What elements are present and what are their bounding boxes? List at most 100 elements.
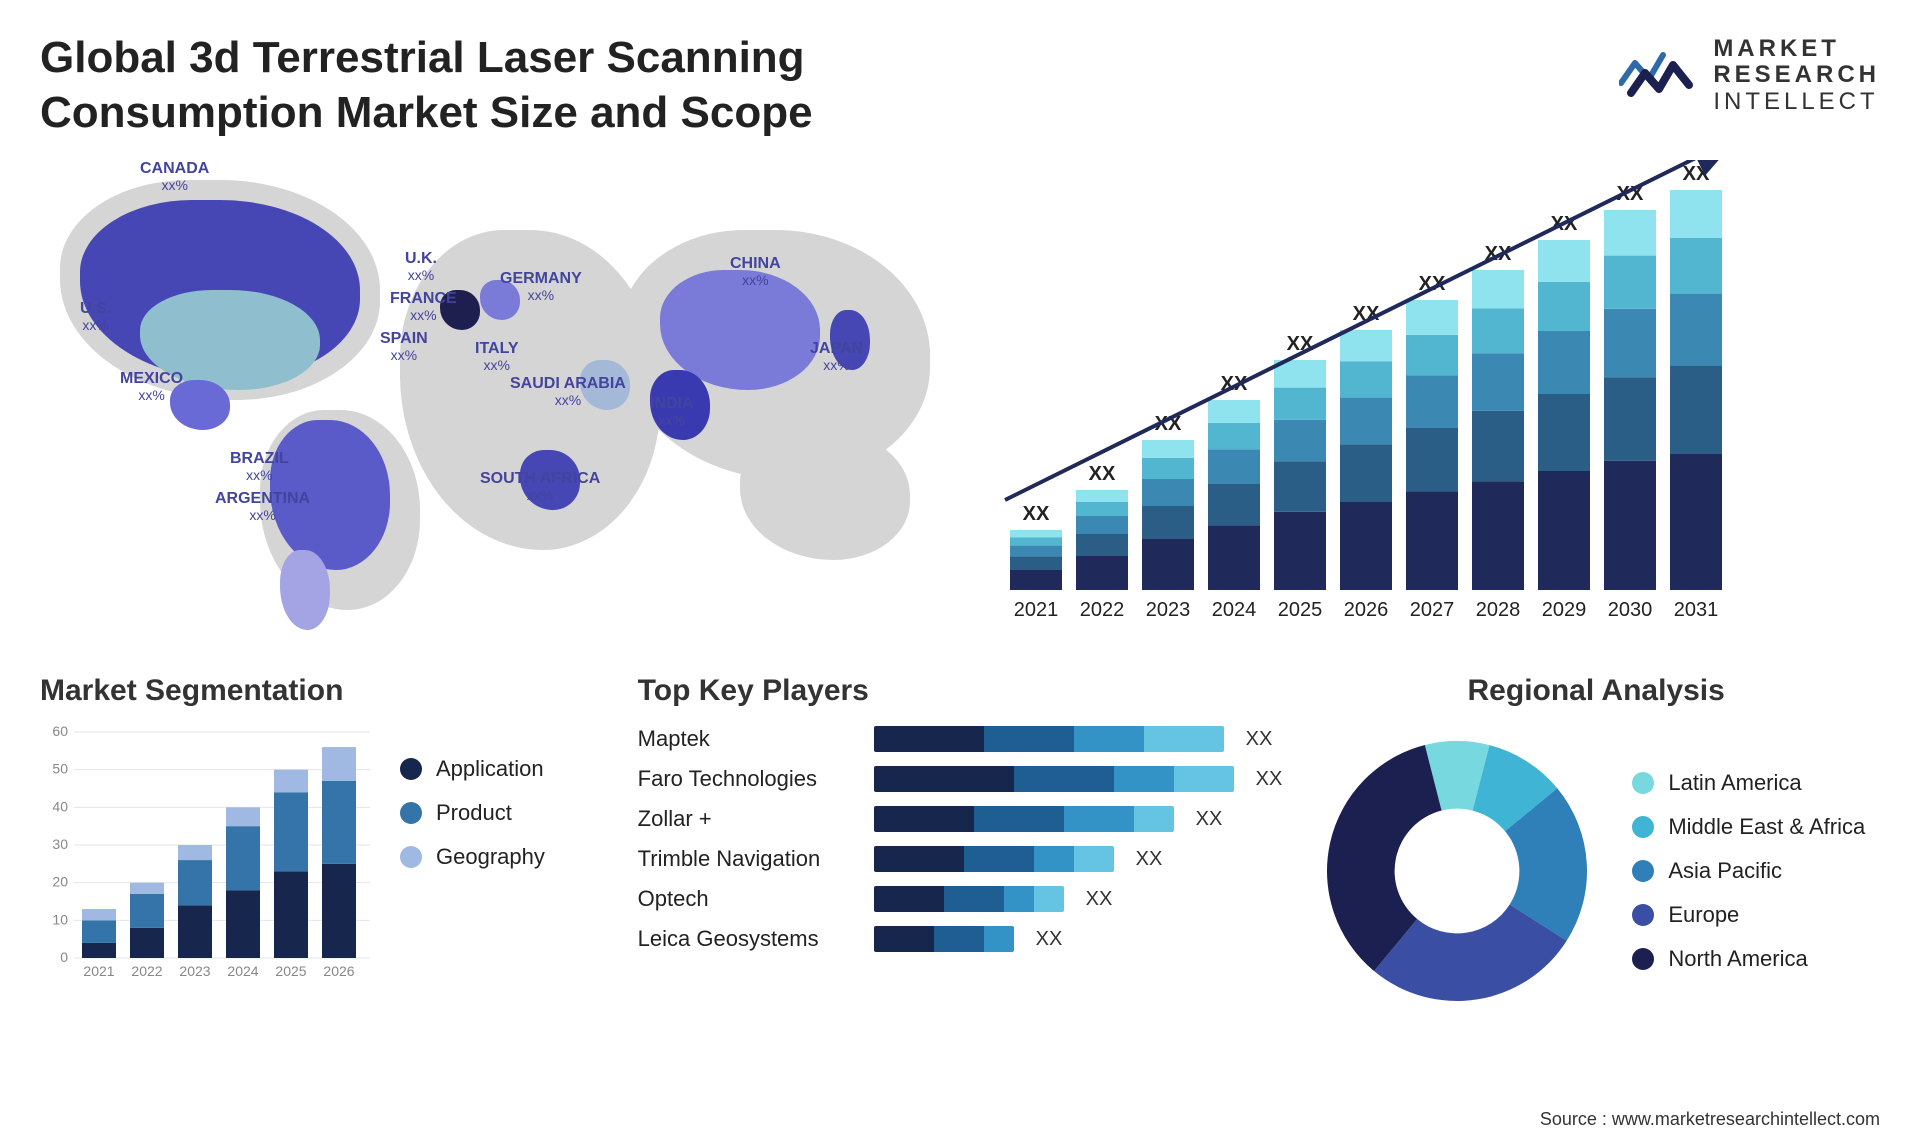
svg-text:XX: XX: [1089, 463, 1116, 485]
svg-text:2028: 2028: [1476, 599, 1521, 621]
segmentation-title: Market Segmentation: [40, 674, 608, 708]
legend-item: Application: [400, 756, 545, 782]
player-value: XX: [1136, 848, 1163, 871]
header: Global 3d Terrestrial Laser Scanning Con…: [40, 30, 1880, 140]
key-players-list: MaptekXXFaro TechnologiesXXZollar +XXTri…: [638, 726, 1283, 952]
legend-swatch: [1632, 816, 1654, 838]
logo-line3: INTELLECT: [1713, 89, 1880, 115]
legend-item: Europe: [1632, 902, 1865, 928]
svg-text:2021: 2021: [1014, 599, 1059, 621]
map-label: INDIAxx%: [650, 395, 694, 428]
svg-text:2023: 2023: [1146, 599, 1191, 621]
map-label: ARGENTINAxx%: [215, 490, 310, 523]
player-name: Optech: [638, 886, 858, 912]
player-bar: [874, 886, 1064, 912]
svg-text:2026: 2026: [323, 963, 354, 979]
legend-label: Middle East & Africa: [1668, 814, 1865, 840]
map-label: CHINAxx%: [730, 255, 781, 288]
svg-text:2023: 2023: [179, 963, 210, 979]
key-players-title: Top Key Players: [638, 674, 1283, 708]
player-value: XX: [1256, 768, 1283, 791]
player-name: Maptek: [638, 726, 858, 752]
player-name: Faro Technologies: [638, 766, 858, 792]
legend-label: Product: [436, 800, 512, 826]
svg-text:30: 30: [52, 836, 68, 852]
legend-swatch: [1632, 860, 1654, 882]
player-row: Maptek XX: [638, 726, 1283, 752]
svg-text:2025: 2025: [1278, 599, 1323, 621]
svg-text:XX: XX: [1023, 503, 1050, 525]
map-label: SOUTH AFRICAxx%: [480, 470, 600, 503]
growth-chart-svg: XX2021XX2022XX2023XX2024XX2025XX2026XX20…: [990, 160, 1870, 640]
logo-line2: RESEARCH: [1713, 62, 1880, 88]
svg-text:2027: 2027: [1410, 599, 1455, 621]
player-bar: [874, 926, 1014, 952]
legend-item: Latin America: [1632, 770, 1865, 796]
svg-text:2029: 2029: [1542, 599, 1587, 621]
segmentation-legend: Application Product Geography: [400, 756, 545, 870]
logo-text: MARKET RESEARCH INTELLECT: [1713, 36, 1880, 115]
brand-logo: MARKET RESEARCH INTELLECT: [1619, 36, 1880, 115]
svg-text:XX: XX: [1683, 163, 1710, 185]
player-name: Trimble Navigation: [638, 846, 858, 872]
legend-label: Geography: [436, 844, 545, 870]
svg-text:2026: 2026: [1344, 599, 1389, 621]
map-label: CANADAxx%: [140, 160, 209, 193]
svg-text:50: 50: [52, 761, 68, 777]
legend-item: Geography: [400, 844, 545, 870]
legend-item: North America: [1632, 946, 1865, 972]
legend-swatch: [400, 802, 422, 824]
svg-text:2022: 2022: [1080, 599, 1125, 621]
player-row: Leica GeosystemsXX: [638, 926, 1283, 952]
player-row: Trimble Navigation XX: [638, 846, 1283, 872]
svg-text:2031: 2031: [1674, 599, 1719, 621]
map-label: ITALYxx%: [475, 340, 519, 373]
bottom-row: Market Segmentation 01020304050602021202…: [40, 674, 1880, 1016]
map-label: MEXICOxx%: [120, 370, 183, 403]
legend-label: Latin America: [1668, 770, 1801, 796]
world-map: CANADAxx%U.S.xx%MEXICOxx%BRAZILxx%ARGENT…: [40, 160, 960, 640]
map-label: SAUDI ARABIAxx%: [510, 375, 626, 408]
growth-chart: XX2021XX2022XX2023XX2024XX2025XX2026XX20…: [990, 160, 1880, 640]
svg-text:2024: 2024: [1212, 599, 1257, 621]
legend-label: Asia Pacific: [1668, 858, 1782, 884]
regional-panel: Regional Analysis Latin AmericaMiddle Ea…: [1312, 674, 1880, 1016]
segmentation-panel: Market Segmentation 01020304050602021202…: [40, 674, 608, 1016]
logo-line1: MARKET: [1713, 36, 1880, 62]
player-value: XX: [1086, 888, 1113, 911]
player-value: XX: [1196, 808, 1223, 831]
svg-text:60: 60: [52, 726, 68, 739]
svg-text:2021: 2021: [83, 963, 114, 979]
legend-item: Asia Pacific: [1632, 858, 1865, 884]
svg-text:10: 10: [52, 911, 68, 927]
page-title: Global 3d Terrestrial Laser Scanning Con…: [40, 30, 1040, 140]
map-label: BRAZILxx%: [230, 450, 289, 483]
legend-item: Product: [400, 800, 545, 826]
source-text: Source : www.marketresearchintellect.com: [1540, 1109, 1880, 1130]
player-bar: [874, 846, 1114, 872]
legend-swatch: [1632, 772, 1654, 794]
player-bar: [874, 726, 1224, 752]
legend-swatch: [1632, 948, 1654, 970]
legend-label: North America: [1668, 946, 1807, 972]
map-label: GERMANYxx%: [500, 270, 582, 303]
logo-icon: [1619, 41, 1699, 110]
svg-text:20: 20: [52, 874, 68, 890]
regional-donut: [1312, 726, 1602, 1016]
player-bar: [874, 766, 1234, 792]
svg-text:2024: 2024: [227, 963, 258, 979]
player-row: Optech XX: [638, 886, 1283, 912]
player-value: XX: [1246, 728, 1273, 751]
player-bar: [874, 806, 1174, 832]
svg-text:0: 0: [60, 949, 68, 965]
svg-text:2025: 2025: [275, 963, 306, 979]
map-label: FRANCExx%: [390, 290, 457, 323]
player-name: Zollar +: [638, 806, 858, 832]
top-row: CANADAxx%U.S.xx%MEXICOxx%BRAZILxx%ARGENT…: [40, 160, 1880, 640]
player-row: Zollar + XX: [638, 806, 1283, 832]
segmentation-chart: 0102030405060202120222023202420252026: [40, 726, 370, 986]
legend-label: Application: [436, 756, 544, 782]
legend-swatch: [400, 846, 422, 868]
player-value: XX: [1036, 928, 1063, 951]
svg-text:2030: 2030: [1608, 599, 1653, 621]
